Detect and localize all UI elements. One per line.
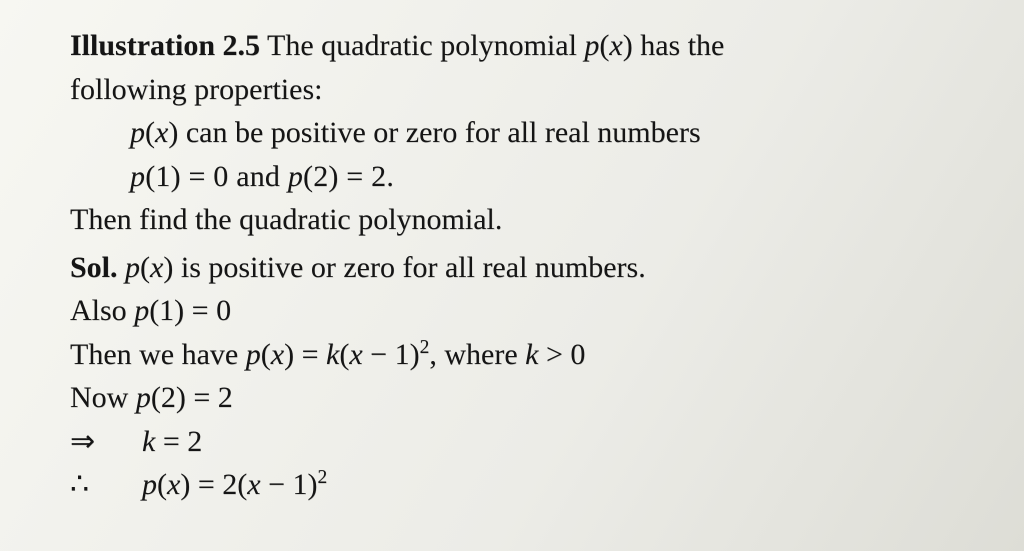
sol-then: Then we have p(x) = k(x − 1)2, where k >…	[70, 333, 984, 377]
sol-therefore: ∴ p(x) = 2(x − 1)2	[70, 463, 984, 507]
then-find: Then find the quadratic polynomial.	[70, 198, 984, 242]
property-1-text: can be positive or zero for all real num…	[178, 116, 700, 149]
o3: (	[140, 251, 150, 284]
intro-text-a: The quadratic polynomial	[267, 29, 584, 62]
p3: p	[125, 251, 140, 284]
x-var: x	[609, 29, 622, 62]
sol-label: Sol.	[70, 251, 118, 284]
intro-line2: following properties:	[70, 68, 984, 112]
final-expr: p(x) = 2(x − 1)2	[142, 463, 327, 507]
p-var: p	[584, 29, 599, 62]
therefore-symbol: ∴	[70, 463, 114, 507]
properties-block: p(x) can be positive or zero for all rea…	[70, 111, 984, 198]
final-square: 2	[317, 467, 327, 488]
also-label: Also	[70, 294, 134, 327]
implies-symbol: ⇒	[70, 420, 114, 464]
close2: )	[168, 116, 178, 149]
c3: )	[163, 251, 173, 284]
sol-implies: ⇒ k = 2	[70, 420, 984, 464]
intro-text-b: has the	[633, 29, 725, 62]
open2: (	[145, 116, 155, 149]
x3: x	[150, 251, 163, 284]
now-label: Now	[70, 381, 136, 414]
square-exp: 2	[420, 337, 430, 358]
solution-block: Sol. p(x) is positive or zero for all re…	[70, 246, 984, 507]
illustration-label: Illustration 2.5	[70, 29, 260, 62]
illustration-heading: Illustration 2.5 The quadratic polynomia…	[70, 24, 984, 68]
p-var-2: p	[130, 116, 145, 149]
sol-now: Now p(2) = 2	[70, 376, 984, 420]
property-1: p(x) can be positive or zero for all rea…	[130, 111, 984, 155]
x2: x	[155, 116, 168, 149]
sol-s1: is positive or zero for all real numbers…	[173, 251, 645, 284]
then-a: Then we have	[70, 338, 246, 371]
open-paren: (	[599, 29, 609, 62]
sol-also: Also p(1) = 0	[70, 289, 984, 333]
property-2: p(1) = 0 and p(2) = 2.	[130, 155, 984, 199]
then-b: , where	[429, 338, 525, 371]
k-eq-2: k = 2	[142, 420, 202, 464]
sol-line-1: Sol. p(x) is positive or zero for all re…	[70, 246, 984, 290]
close-paren: )	[623, 29, 633, 62]
